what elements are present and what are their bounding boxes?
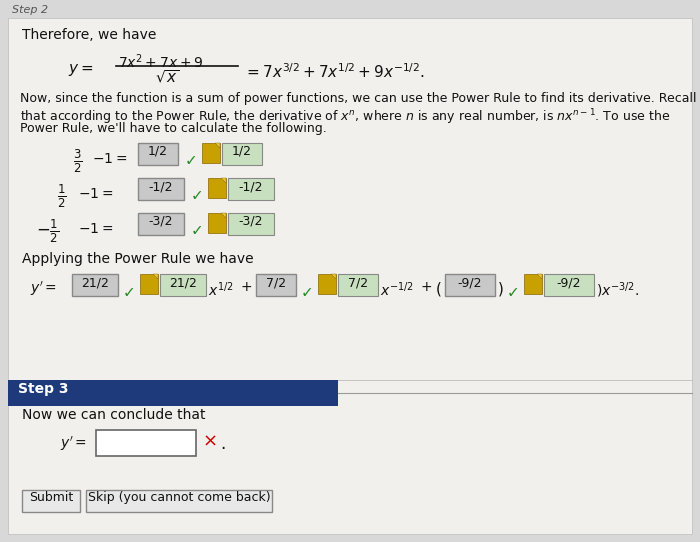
Bar [524, 274, 542, 294]
Text: $= 7x^{3/2} + 7x^{1/2} + 9x^{-1/2}.$: $= 7x^{3/2} + 7x^{1/2} + 9x^{-1/2}.$ [244, 62, 425, 81]
Text: $\checkmark$: $\checkmark$ [122, 284, 134, 299]
Text: -9/2: -9/2 [458, 276, 482, 289]
Bar [318, 274, 336, 294]
Polygon shape [537, 274, 542, 279]
Text: $\checkmark$: $\checkmark$ [190, 187, 202, 202]
Text: $- 1 =$: $- 1 =$ [78, 187, 113, 201]
Text: $x^{1/2}$: $x^{1/2}$ [208, 280, 234, 299]
Text: $($: $($ [435, 280, 442, 298]
Text: .: . [220, 435, 225, 453]
Bar [138, 213, 184, 235]
Text: $- 1 =$: $- 1 =$ [92, 152, 127, 166]
Bar [228, 213, 274, 235]
Bar [222, 143, 262, 165]
Text: $)$: $)$ [497, 280, 503, 298]
Bar [22, 490, 80, 512]
Bar [72, 274, 118, 296]
Polygon shape [221, 213, 226, 218]
Text: $)x^{-3/2}.$: $)x^{-3/2}.$ [596, 280, 639, 300]
Bar [138, 178, 184, 200]
Text: $\checkmark$: $\checkmark$ [190, 222, 202, 237]
Text: Skip (you cannot come back): Skip (you cannot come back) [88, 491, 270, 504]
Text: Power Rule, we'll have to calculate the following.: Power Rule, we'll have to calculate the … [20, 122, 327, 135]
Text: $y' =$: $y' =$ [60, 435, 87, 453]
Text: $y' =$: $y' =$ [30, 280, 57, 298]
Text: $- 1 =$: $- 1 =$ [78, 222, 113, 236]
Text: -3/2: -3/2 [148, 215, 174, 228]
Bar [338, 274, 378, 296]
Bar [8, 380, 692, 534]
Text: $\frac{1}{2}$: $\frac{1}{2}$ [57, 183, 66, 210]
Bar [228, 178, 274, 200]
Text: -3/2: -3/2 [239, 215, 263, 228]
Text: $y =$: $y =$ [68, 62, 94, 78]
Bar [8, 380, 338, 406]
Text: Submit: Submit [29, 491, 73, 504]
Text: Step 2: Step 2 [12, 5, 48, 15]
Bar [256, 274, 296, 296]
Text: 1/2: 1/2 [148, 145, 168, 158]
Polygon shape [331, 274, 336, 279]
Text: $\checkmark$: $\checkmark$ [300, 284, 312, 299]
Text: 1/2: 1/2 [232, 145, 252, 158]
Text: Now, since the function is a sum of power functions, we can use the Power Rule t: Now, since the function is a sum of powe… [20, 92, 696, 105]
Text: 21/2: 21/2 [81, 276, 109, 289]
Bar [138, 143, 178, 165]
Bar [544, 274, 594, 296]
Text: $\frac{3}{2}$: $\frac{3}{2}$ [74, 148, 83, 176]
Text: Applying the Power Rule we have: Applying the Power Rule we have [22, 252, 253, 266]
Text: $-\frac{1}{2}$: $-\frac{1}{2}$ [36, 218, 60, 246]
Text: $\times$: $\times$ [202, 432, 216, 450]
Bar [208, 178, 226, 198]
Text: -1/2: -1/2 [239, 180, 263, 193]
Text: Now we can conclude that: Now we can conclude that [22, 408, 206, 422]
Text: $+$: $+$ [420, 280, 432, 294]
Text: 7/2: 7/2 [348, 276, 368, 289]
Text: Step 3: Step 3 [18, 382, 69, 396]
Bar [160, 274, 206, 296]
Text: Therefore, we have: Therefore, we have [22, 28, 156, 42]
Text: 7/2: 7/2 [266, 276, 286, 289]
Bar [8, 18, 692, 380]
Text: -9/2: -9/2 [556, 276, 581, 289]
Text: $\sqrt{x}$: $\sqrt{x}$ [155, 68, 180, 85]
Text: -1/2: -1/2 [148, 180, 174, 193]
Text: $7x^2 + 7x + 9$: $7x^2 + 7x + 9$ [118, 52, 203, 70]
Text: $\checkmark$: $\checkmark$ [184, 152, 196, 167]
Polygon shape [221, 178, 226, 183]
Bar [202, 143, 220, 163]
Text: 21/2: 21/2 [169, 276, 197, 289]
Text: $\checkmark$: $\checkmark$ [506, 284, 518, 299]
Polygon shape [215, 143, 220, 148]
Bar [445, 274, 495, 296]
Polygon shape [153, 274, 158, 279]
Bar [96, 430, 196, 456]
Text: $x^{-1/2}$: $x^{-1/2}$ [380, 280, 414, 299]
Text: that according to the Power Rule, the derivative of $x^n$, where $n$ is any real: that according to the Power Rule, the de… [20, 107, 670, 127]
Bar [86, 490, 272, 512]
Text: $+$: $+$ [240, 280, 252, 294]
Bar [208, 213, 226, 233]
Bar [140, 274, 158, 294]
